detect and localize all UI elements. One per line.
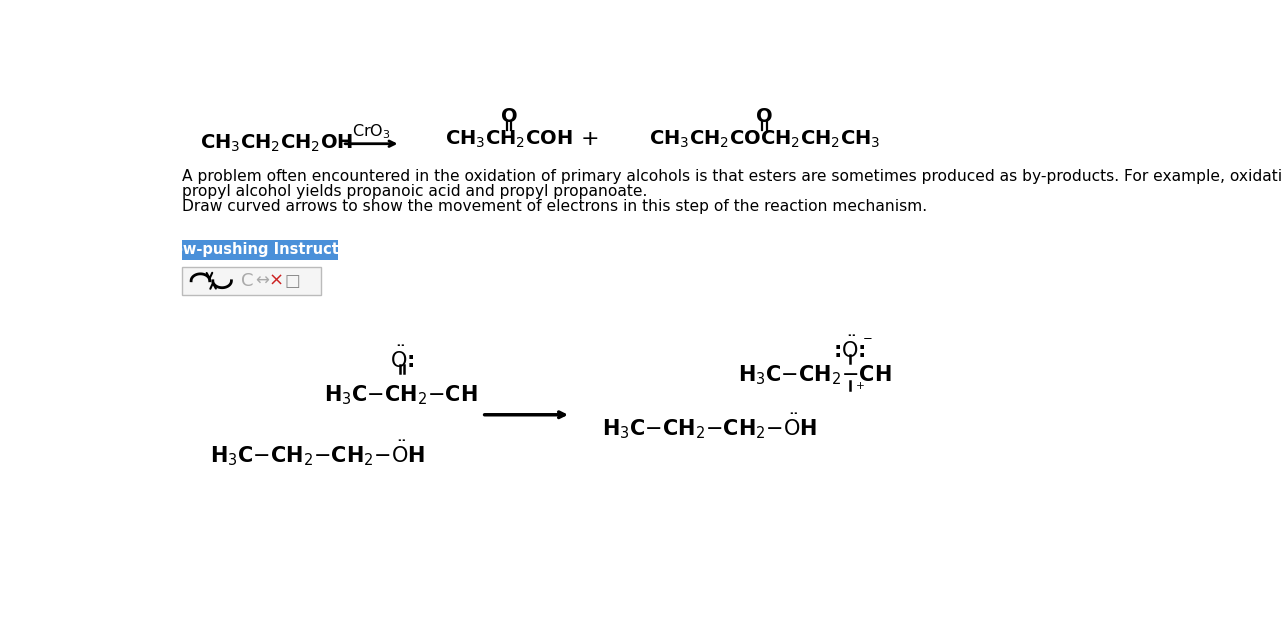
Text: CH$_3$CH$_2$COCH$_2$CH$_2$CH$_3$: CH$_3$CH$_2$COCH$_2$CH$_2$CH$_3$	[649, 128, 880, 150]
Text: CH$_3$CH$_2$COH: CH$_3$CH$_2$COH	[445, 128, 573, 150]
Text: propyl alcohol yields propanoic acid and propyl propanoate.: propyl alcohol yields propanoic acid and…	[182, 184, 647, 199]
Text: H$_3$C$-$CH$_2$$-$CH$_2$$-$$\ddot{\rm O}$H: H$_3$C$-$CH$_2$$-$CH$_2$$-$$\ddot{\rm O}…	[602, 411, 817, 441]
Text: Arrow-pushing Instructions: Arrow-pushing Instructions	[147, 242, 373, 258]
Bar	[182, 267, 322, 294]
Text: H$_3$C$-$CH$_2$$-$CH$_2$$-$$\ddot{\rm O}$H: H$_3$C$-$CH$_2$$-$CH$_2$$-$$\ddot{\rm O}…	[210, 438, 425, 468]
Text: Draw curved arrows to show the movement of electrons in this step of the reactio: Draw curved arrows to show the movement …	[182, 199, 927, 215]
Text: $^{-}$: $^{-}$	[862, 334, 872, 352]
Text: :$\ddot{\rm O}$:: :$\ddot{\rm O}$:	[834, 336, 866, 363]
Text: A problem often encountered in the oxidation of primary alcohols is that esters : A problem often encountered in the oxida…	[182, 168, 1281, 184]
Text: +: +	[582, 129, 600, 149]
Text: CH$_3$CH$_2$CH$_2$OH: CH$_3$CH$_2$CH$_2$OH	[200, 133, 354, 154]
Text: O: O	[756, 106, 772, 125]
Text: C: C	[241, 272, 254, 290]
Text: ×: ×	[269, 272, 284, 290]
Text: $^{+}$: $^{+}$	[854, 381, 865, 396]
Bar	[182, 240, 338, 260]
Text: $\ddot{\rm O}$:: $\ddot{\rm O}$:	[389, 346, 414, 372]
Text: □: □	[284, 272, 300, 290]
Text: CrO$_3$: CrO$_3$	[351, 122, 391, 141]
Text: H$_3$C$-$CH$_2$$-$CH: H$_3$C$-$CH$_2$$-$CH	[738, 363, 892, 387]
Text: ↔: ↔	[255, 272, 269, 290]
Text: O: O	[501, 106, 518, 125]
Text: H$_3$C$-$CH$_2$$-$CH: H$_3$C$-$CH$_2$$-$CH	[324, 384, 478, 407]
